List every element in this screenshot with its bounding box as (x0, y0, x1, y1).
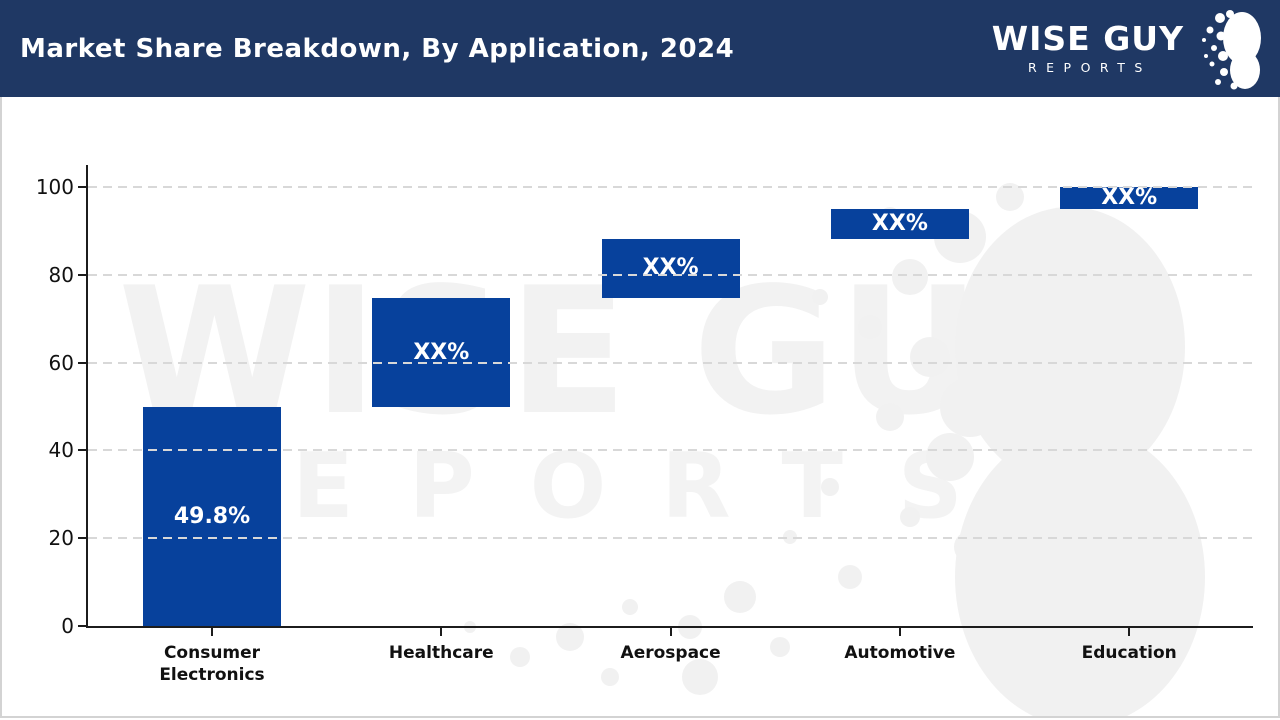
watermark-face-icon (464, 183, 1205, 717)
x-tick-label: Consumer Electronics (159, 643, 265, 686)
bar-value-label: 49.8% (173, 503, 251, 529)
figure-border-right (1278, 97, 1280, 718)
bar: XX% (601, 238, 740, 299)
gridline (88, 186, 1253, 188)
x-tick (669, 628, 672, 636)
x-axis-spine (86, 626, 1253, 628)
brand-logo: WISE GUY REPORTS (992, 6, 1264, 92)
y-tick (78, 537, 86, 540)
bar-value-label: XX% (1101, 185, 1158, 211)
y-axis-spine (86, 165, 88, 628)
bar-value-label: XX% (871, 211, 928, 237)
y-tick (78, 273, 86, 276)
y-tick-label: 60 (48, 350, 74, 375)
gridline (88, 361, 1253, 364)
wiseguy-face-icon (1202, 9, 1261, 89)
bar: XX% (372, 298, 511, 408)
y-tick (78, 361, 86, 364)
bar-value-label: XX% (642, 255, 699, 281)
page-title: Market Share Breakdown, By Application, … (20, 33, 735, 64)
y-tick-label: 20 (48, 526, 74, 551)
bar: XX% (1060, 185, 1199, 211)
x-tick (898, 628, 901, 636)
gridline (88, 537, 1253, 540)
bar: XX% (830, 209, 969, 239)
brand-reports-text: REPORTS (1027, 60, 1152, 75)
x-tick (1128, 628, 1131, 636)
gridline (88, 449, 1253, 452)
brand-wordmark: WISE GUY REPORTS (992, 22, 1184, 75)
x-tick (440, 628, 443, 636)
y-tick-label: 40 (48, 438, 74, 463)
y-tick-label: 80 (48, 262, 74, 287)
y-tick (78, 625, 86, 627)
y-tick (78, 449, 86, 452)
header: Market Share Breakdown, By Application, … (0, 0, 1280, 97)
y-tick-label: 0 (61, 614, 74, 638)
gridline (88, 273, 1253, 276)
bar: 49.8% (143, 407, 281, 626)
x-tick-label: Healthcare (388, 643, 494, 663)
figure-border-left (0, 97, 2, 718)
y-tick (78, 186, 86, 188)
x-tick-label: Aerospace (620, 643, 721, 663)
brand-wordmark-text: WISE GUY (991, 19, 1184, 58)
figure-border-bottom (0, 716, 1280, 718)
x-tick (211, 628, 213, 636)
chart-region: WISE GUY REPORTS 49.8% Consumer Electroni… (0, 97, 1280, 720)
bar-value-label: XX% (413, 339, 470, 365)
y-tick-label: 100 (35, 175, 74, 199)
x-tick-label: Automotive (844, 643, 956, 663)
x-tick-label: Education (1081, 643, 1177, 663)
